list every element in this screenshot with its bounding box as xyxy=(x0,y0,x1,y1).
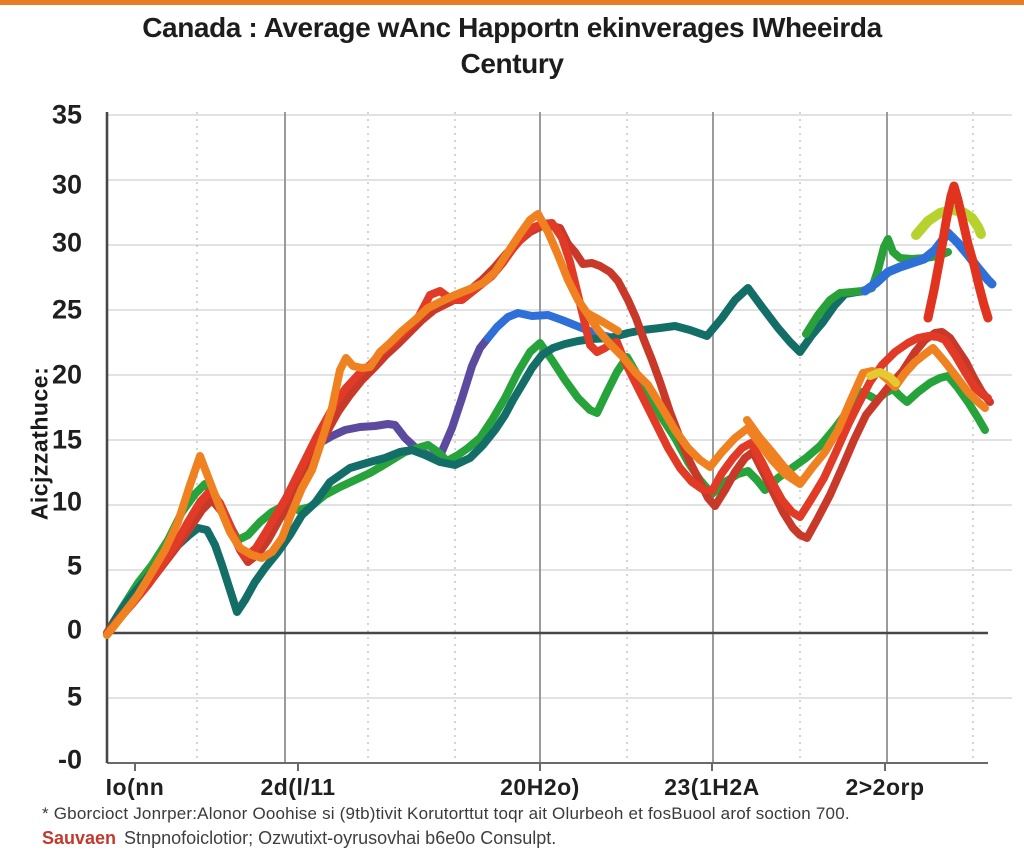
x-tick-label: Io(nn xyxy=(105,774,165,800)
x-tick-label: 23(1H2A xyxy=(664,774,760,800)
y-tick-label: -0 xyxy=(57,744,82,775)
chart-title: Canada : Average wAnc Happortn ekinverag… xyxy=(0,10,1024,82)
series-orange xyxy=(103,210,989,639)
y-tick-label: 0 xyxy=(66,614,82,645)
series-red-bright xyxy=(103,219,992,637)
y-tick-label: 10 xyxy=(51,486,82,517)
series-orange-stub-2 xyxy=(743,416,801,484)
y-tick-label: 5 xyxy=(66,681,82,712)
y-tick-label: 15 xyxy=(51,424,82,455)
y-axis-title: Aicjzzathuce: xyxy=(26,366,53,521)
y-tick-label: 30 xyxy=(51,227,82,258)
footnote-source-label: Sauvaen xyxy=(42,828,117,848)
accent-top-bar xyxy=(0,0,1024,5)
y-tick-label: 30 xyxy=(51,169,82,200)
footnote-line1: * Gborcioct Jonrper:Alonor Ooohise si (9… xyxy=(42,804,850,823)
chart-title-line1: Canada : Average wAnc Happortn ekinverag… xyxy=(142,12,882,43)
y-tick-label: 20 xyxy=(51,359,82,390)
series-green-main xyxy=(103,339,989,637)
footnote-source-text: Stnpnofoiclotior; Ozwutixt-oyrusovhai b6… xyxy=(124,828,557,848)
series-purple xyxy=(314,334,492,460)
series-teal xyxy=(103,284,869,637)
series-orange-stub-1 xyxy=(583,309,622,335)
chart-title-line2: Century xyxy=(460,48,564,79)
y-tick-label: 5 xyxy=(66,550,82,581)
series-yellow-stub xyxy=(866,368,900,387)
y-tick-label: 25 xyxy=(51,294,82,325)
x-tick-label: 2>2orp xyxy=(845,774,925,800)
x-tick-label: 2d(l/11 xyxy=(260,774,336,800)
footnote-line2: Sauvaen Stnpnofoiclotior; Ozwutixt-oyruso… xyxy=(42,828,556,849)
series-red-dark xyxy=(103,222,994,637)
y-tick-label: 35 xyxy=(51,99,82,130)
x-tick-label: 20H2o) xyxy=(500,774,580,800)
series-red-spike xyxy=(923,181,993,323)
